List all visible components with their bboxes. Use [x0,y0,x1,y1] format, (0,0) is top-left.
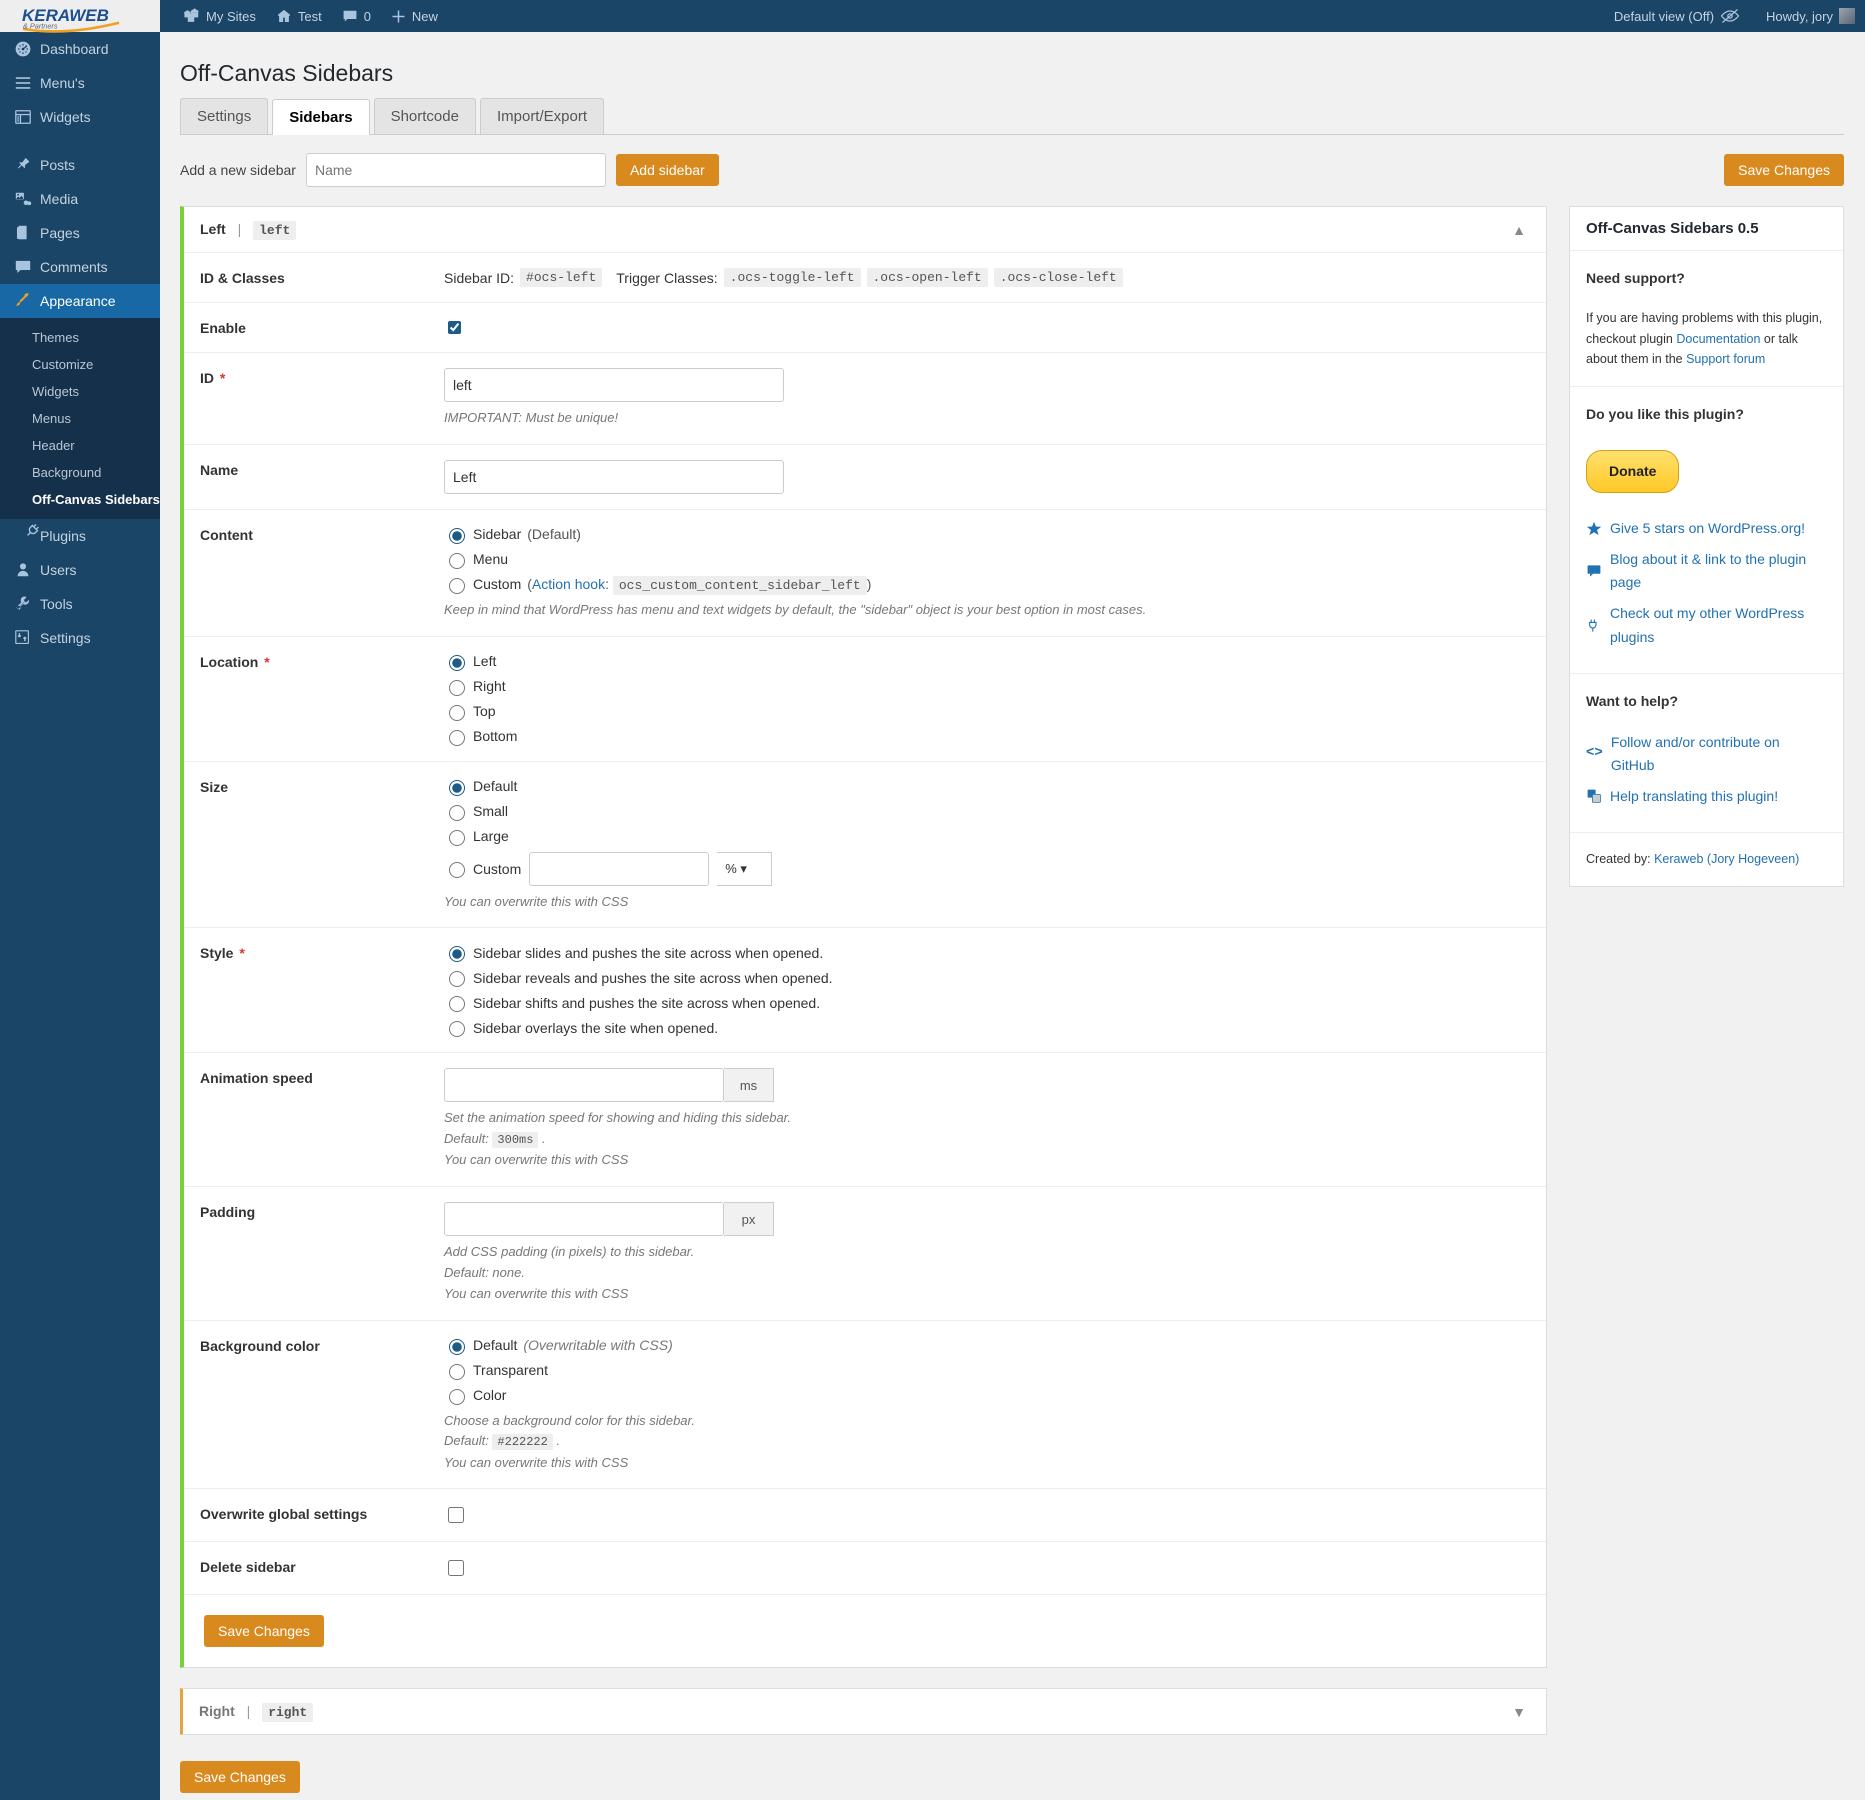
svg-text:& Partners: & Partners [23,22,58,31]
